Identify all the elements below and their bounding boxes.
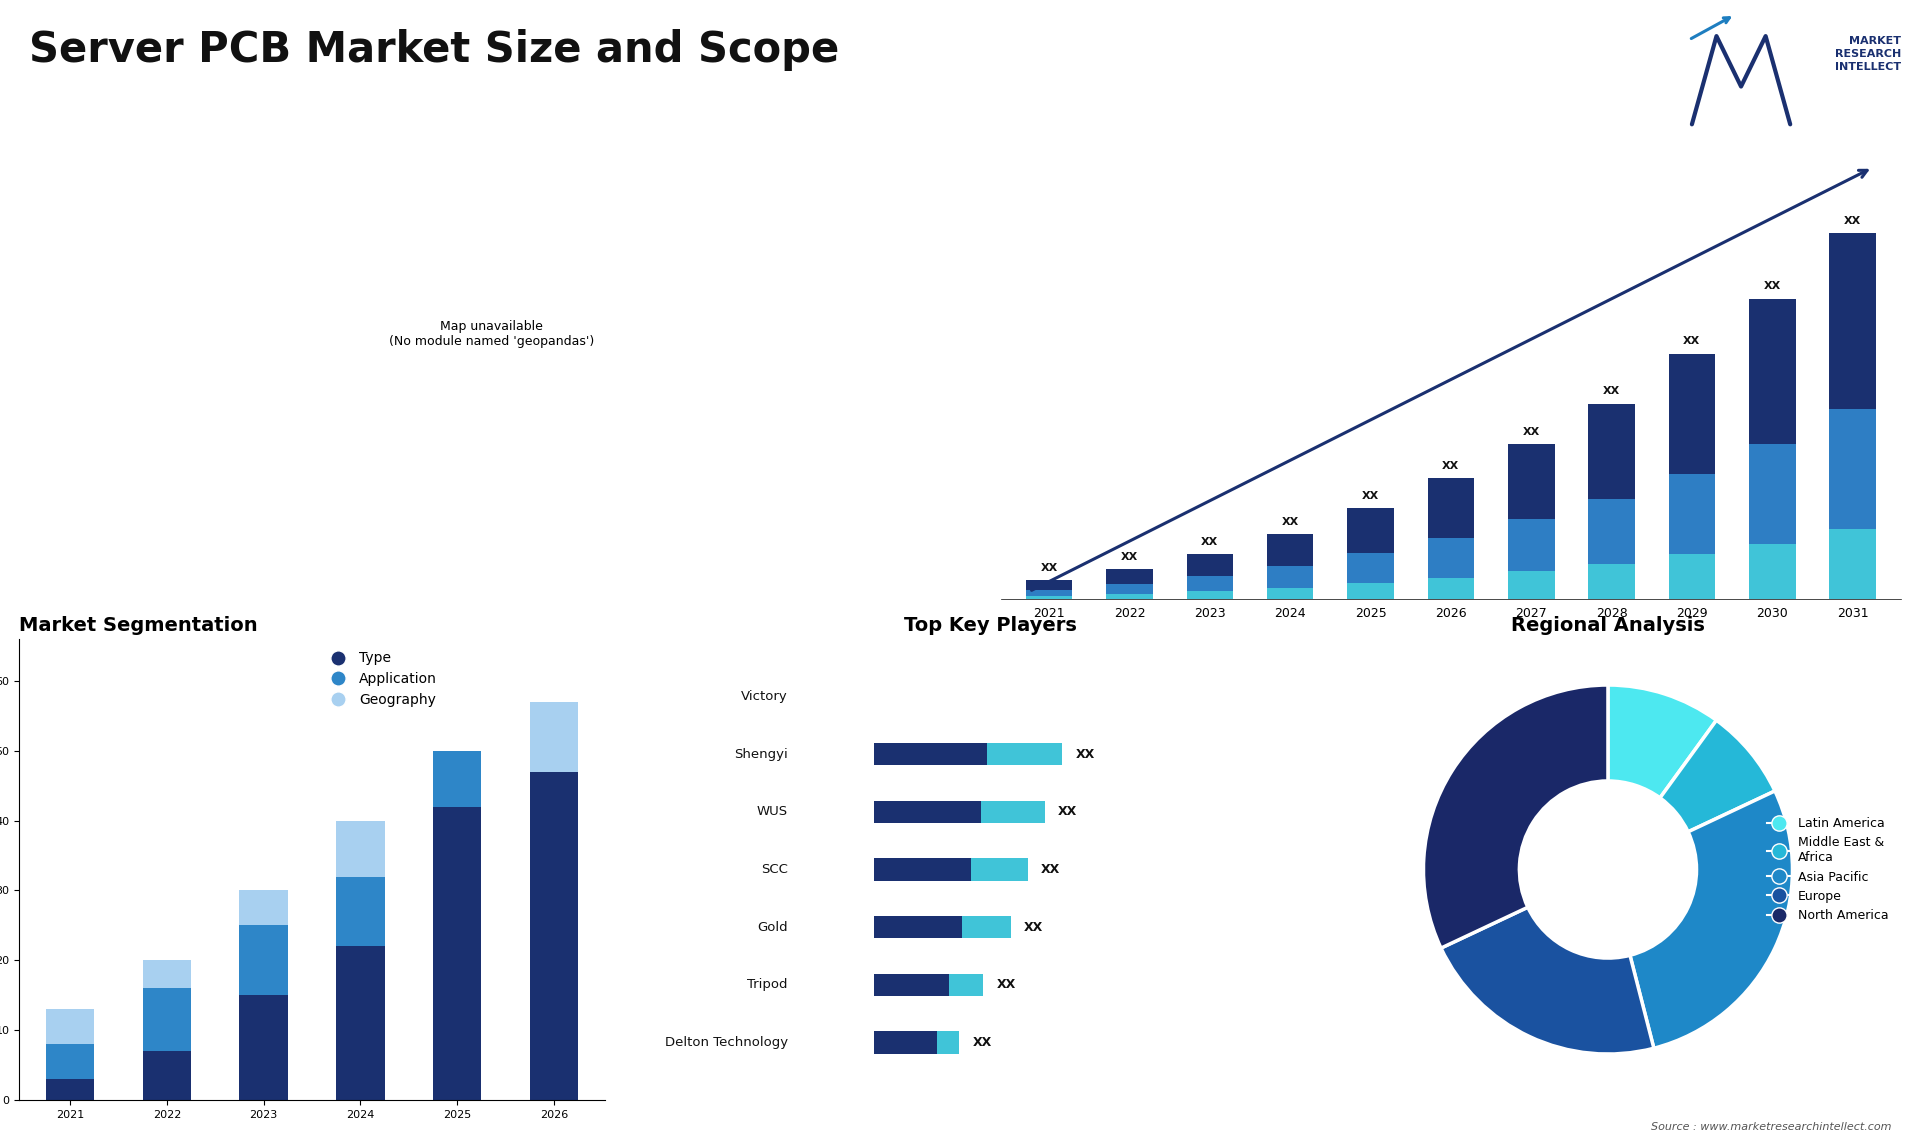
Bar [336,877,384,947]
Bar [434,751,482,807]
Bar [1187,591,1233,599]
Text: XX: XX [1041,863,1060,876]
Bar [1830,529,1876,599]
Text: Map unavailable
(No module named 'geopandas'): Map unavailable (No module named 'geopan… [390,320,595,348]
Title: Regional Analysis: Regional Analysis [1511,615,1705,635]
FancyBboxPatch shape [874,801,981,823]
Text: XX: XX [1523,426,1540,437]
Text: XX: XX [1684,336,1701,346]
Text: Market Segmentation: Market Segmentation [19,615,257,635]
Bar [1267,534,1313,566]
Text: MARKET
RESEARCH
INTELLECT: MARKET RESEARCH INTELLECT [1834,37,1901,72]
Bar [1507,519,1555,571]
Text: Delton Technology: Delton Technology [664,1036,787,1049]
Bar [1668,555,1715,599]
Bar [1267,566,1313,588]
Text: Gold: Gold [756,920,787,934]
Bar [1428,478,1475,539]
Bar [1187,576,1233,591]
Bar [1588,499,1634,564]
Bar [1588,564,1634,599]
FancyBboxPatch shape [874,974,983,996]
Bar [142,960,190,988]
Wedge shape [1442,908,1653,1054]
Bar [1106,570,1152,584]
Bar [46,1044,94,1080]
FancyBboxPatch shape [874,1031,960,1053]
FancyBboxPatch shape [874,1031,937,1053]
Bar [1267,588,1313,599]
Bar [530,771,578,1100]
Text: Shengyi: Shengyi [733,747,787,761]
Text: Server PCB Market Size and Scope: Server PCB Market Size and Scope [29,29,839,71]
Bar [1106,584,1152,595]
FancyBboxPatch shape [874,743,1062,766]
Bar [1025,580,1073,590]
Bar [1428,539,1475,579]
Bar [336,947,384,1100]
Bar [1668,354,1715,474]
Text: WUS: WUS [756,806,787,818]
Legend: Latin America, Middle East &
Africa, Asia Pacific, Europe, North America: Latin America, Middle East & Africa, Asi… [1763,813,1893,927]
Bar [336,821,384,877]
Bar [1749,544,1795,599]
FancyBboxPatch shape [874,743,987,766]
Text: XX: XX [1361,490,1379,501]
Bar [46,1080,94,1100]
Text: XX: XX [1281,517,1298,527]
Wedge shape [1661,720,1774,832]
Bar [1187,555,1233,576]
Legend: Type, Application, Geography: Type, Application, Geography [319,646,444,713]
Bar [1668,474,1715,555]
Bar [1588,403,1634,499]
FancyBboxPatch shape [874,801,1044,823]
Text: XX: XX [996,979,1016,991]
Bar [1507,444,1555,519]
FancyBboxPatch shape [874,916,962,939]
Bar [1830,409,1876,529]
Bar [240,926,288,996]
Text: XX: XX [1442,461,1459,471]
Text: Tripod: Tripod [747,979,787,991]
Wedge shape [1607,685,1716,798]
Text: XX: XX [1023,920,1043,934]
Bar [1106,595,1152,599]
Bar [1348,508,1394,554]
Text: Source : www.marketresearchintellect.com: Source : www.marketresearchintellect.com [1651,1122,1891,1132]
Bar [1749,444,1795,544]
Bar [1749,299,1795,444]
Text: XX: XX [1764,281,1782,291]
Text: XX: XX [1075,747,1094,761]
Bar [46,1010,94,1044]
Text: XX: XX [973,1036,993,1049]
Bar [240,890,288,926]
Bar [240,996,288,1100]
Bar [142,1051,190,1100]
FancyBboxPatch shape [874,858,1027,880]
Bar [1025,590,1073,596]
Text: SCC: SCC [760,863,787,876]
Bar [530,701,578,771]
Bar [1025,596,1073,599]
Text: XX: XX [1121,552,1139,562]
Text: XX: XX [1603,386,1620,397]
FancyBboxPatch shape [874,916,1010,939]
Bar [1507,571,1555,599]
Bar [142,988,190,1051]
Wedge shape [1630,791,1793,1049]
Text: XX: XX [1843,217,1860,226]
FancyBboxPatch shape [874,858,972,880]
Text: XX: XX [1202,536,1219,547]
Bar [1830,234,1876,409]
Title: Top Key Players: Top Key Players [904,615,1077,635]
Text: Victory: Victory [741,690,787,702]
Wedge shape [1423,685,1607,948]
Text: XX: XX [1058,806,1077,818]
Bar [1348,583,1394,599]
Text: XX: XX [1041,563,1058,573]
Bar [1428,579,1475,599]
Bar [1348,554,1394,583]
Bar [434,807,482,1100]
FancyBboxPatch shape [874,974,948,996]
